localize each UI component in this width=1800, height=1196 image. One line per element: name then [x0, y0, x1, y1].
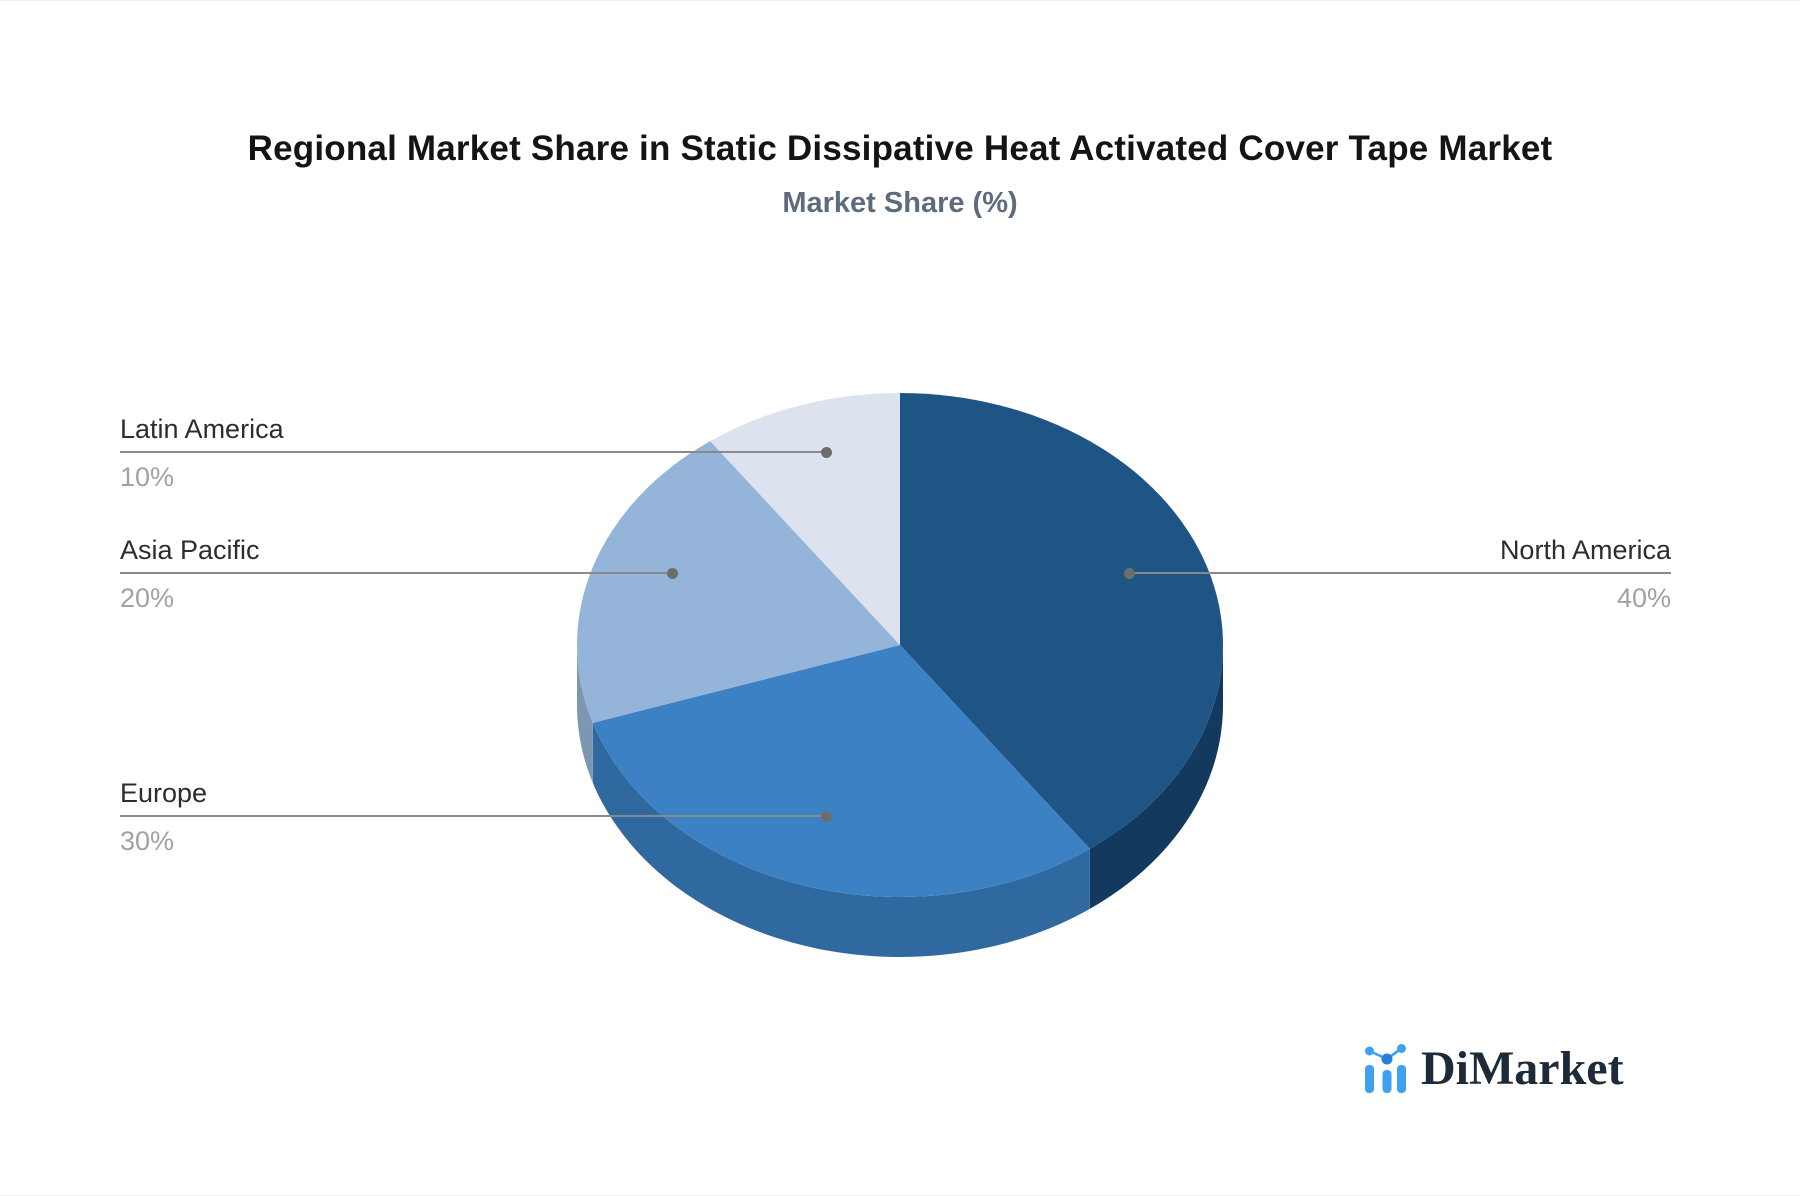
- slice-label-north-america: North America: [1499, 535, 1671, 565]
- pie-slice-europe: [592, 645, 1090, 897]
- chart-title: Regional Market Share in Static Dissipat…: [247, 129, 1553, 168]
- leader-dot-europe: [821, 810, 832, 822]
- callout-asia-pacific: Asia Pacific 20%: [120, 535, 678, 614]
- brand-logo: DiMarket: [1362, 1041, 1624, 1093]
- callout-europe: Europe 30%: [120, 778, 832, 857]
- pie-slice-north-america: [900, 393, 1223, 849]
- callout-latin-america: Latin America 10%: [120, 414, 832, 493]
- leader-line-latin-america: [120, 446, 832, 458]
- chart-subtitle: Market Share (%): [782, 187, 1018, 219]
- leader-line-asia-pacific: [120, 567, 678, 579]
- slice-value-north-america: 40%: [1616, 583, 1671, 614]
- leader-line-europe: [120, 810, 832, 822]
- slice-value-latin-america: 10%: [120, 462, 175, 493]
- slice-label-asia-pacific: Asia Pacific: [120, 535, 260, 565]
- pie-slice-asia-pacific: [577, 441, 900, 723]
- brand-name: DiMarket: [1421, 1042, 1624, 1095]
- slice-value-asia-pacific: 20%: [120, 583, 175, 614]
- leader-dot-north-america: [1124, 567, 1135, 579]
- leader-dot-latin-america: [821, 446, 832, 458]
- callout-north-america: North America 40%: [1124, 535, 1671, 614]
- leader-dot-asia-pacific: [667, 567, 678, 579]
- pie-slice-latin-america: [710, 393, 900, 645]
- slice-label-europe: Europe: [120, 778, 208, 808]
- pie-rim-north-america: [1089, 645, 1223, 909]
- pie-rim-europe: [592, 722, 1090, 957]
- slice-label-latin-america: Latin America: [120, 414, 284, 444]
- bar-chart-logo-icon: [1365, 1044, 1406, 1093]
- leader-line-north-america: [1124, 567, 1671, 579]
- slice-value-europe: 30%: [120, 826, 175, 857]
- pie-rim-asia-pacific: [577, 645, 593, 783]
